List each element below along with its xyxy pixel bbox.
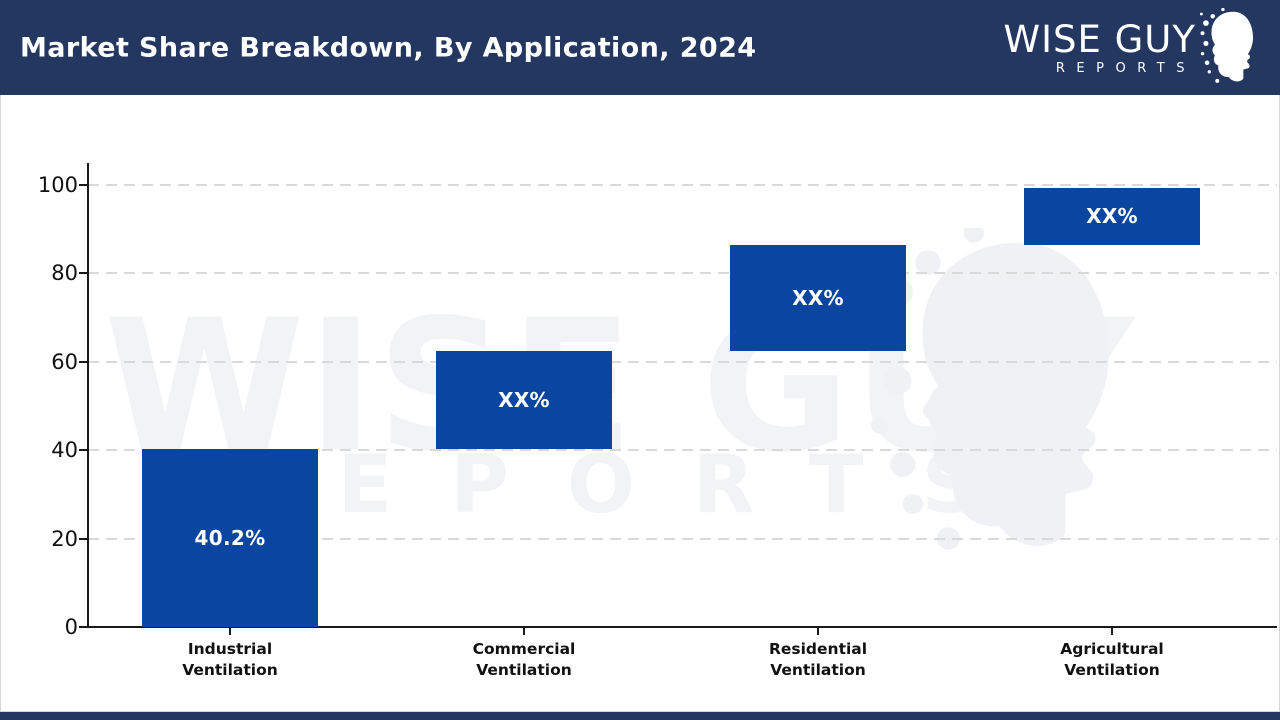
x-tick-label: Industrial Ventilation bbox=[182, 640, 278, 679]
y-tick-label: 20 bbox=[51, 526, 78, 551]
logo-subtitle: REPORTS bbox=[1055, 61, 1196, 76]
bar-segment: XX% bbox=[730, 244, 906, 351]
x-tick-mark bbox=[1111, 628, 1113, 635]
bar-value-label: XX% bbox=[792, 285, 844, 310]
bar-segment: XX% bbox=[1024, 187, 1200, 245]
x-tick-mark bbox=[523, 628, 525, 635]
y-tick-label: 0 bbox=[64, 615, 78, 639]
y-tick-mark bbox=[79, 360, 88, 363]
y-tick-label: 40 bbox=[51, 438, 78, 463]
gridline-80 bbox=[88, 272, 1277, 275]
x-tick-label: Commercial Ventilation bbox=[472, 640, 576, 679]
y-tick-label: 60 bbox=[51, 349, 78, 374]
x-tick-mark bbox=[229, 628, 231, 635]
y-tick-mark bbox=[79, 272, 88, 275]
header-bar: Market Share Breakdown, By Application, … bbox=[0, 0, 1280, 95]
logo-text: WISE GUY REPORTS bbox=[1004, 21, 1196, 75]
bar-value-label: 40.2% bbox=[194, 526, 266, 551]
chart-title: Market Share Breakdown, By Application, … bbox=[20, 32, 757, 63]
bar-segment: 40.2% bbox=[142, 449, 318, 627]
y-tick-mark bbox=[79, 626, 88, 628]
watermark-subtitle: REPORTS bbox=[218, 438, 1038, 531]
footer-bar bbox=[0, 712, 1280, 720]
gridline-100 bbox=[88, 184, 1277, 186]
logo-wordmark: WISE GUY bbox=[1003, 18, 1196, 61]
x-tick-mark bbox=[817, 628, 819, 635]
y-axis-line bbox=[87, 163, 89, 628]
wise-guy-reports-logo: WISE GUY REPORTS bbox=[1004, 4, 1266, 92]
x-tick-label: Residential Ventilation bbox=[768, 640, 868, 679]
x-tick-label: Agricultural Ventilation bbox=[1060, 640, 1164, 679]
gridline-40 bbox=[88, 449, 1277, 452]
y-tick-mark bbox=[79, 184, 88, 186]
x-axis-line bbox=[87, 626, 1277, 628]
y-tick-label: 100 bbox=[37, 173, 78, 197]
dotted-head-icon bbox=[1198, 7, 1266, 88]
bar-value-label: XX% bbox=[498, 388, 550, 413]
bar-value-label: XX% bbox=[1086, 204, 1138, 229]
y-tick-mark bbox=[79, 449, 88, 452]
y-tick-label: 80 bbox=[51, 261, 78, 286]
gridline-20 bbox=[88, 537, 1277, 540]
gridline-60 bbox=[88, 360, 1277, 363]
bar-segment: XX% bbox=[436, 350, 612, 450]
y-tick-mark bbox=[79, 537, 88, 540]
